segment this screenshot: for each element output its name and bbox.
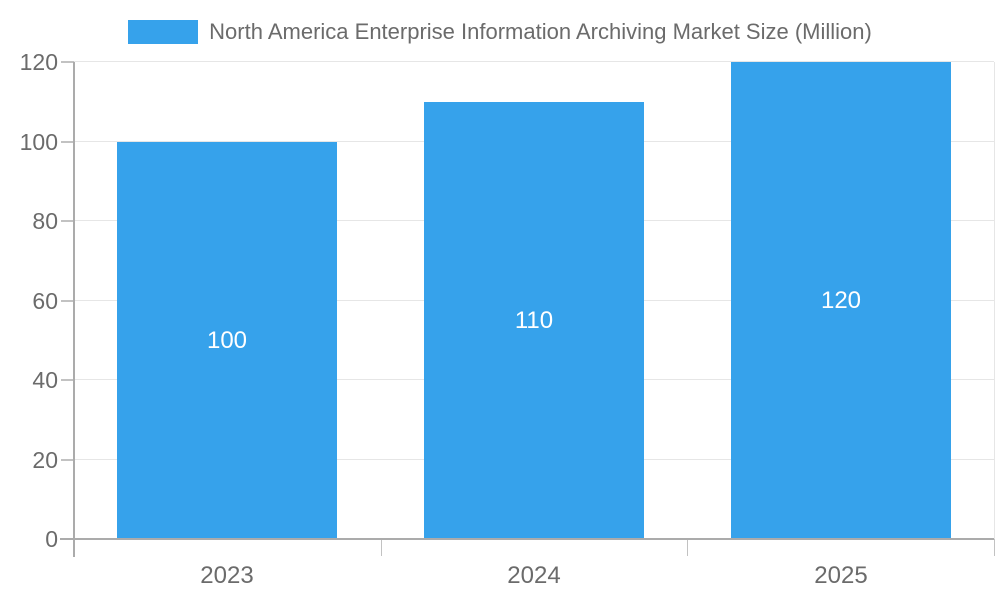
y-tick-label: 120 xyxy=(19,49,58,75)
x-tick-label: 2023 xyxy=(200,562,254,589)
y-tick-label: 80 xyxy=(32,208,58,234)
gridline xyxy=(74,61,994,62)
y-tick-mark xyxy=(61,459,74,461)
x-tick-label: 2024 xyxy=(507,562,561,589)
y-tick-label: 100 xyxy=(19,129,58,155)
bar-value-label: 120 xyxy=(820,287,862,314)
plot-right-border xyxy=(994,62,995,556)
bar[interactable] xyxy=(424,102,644,539)
category-tick xyxy=(687,539,688,556)
bar-value-label: 110 xyxy=(514,307,554,334)
y-axis-line xyxy=(73,62,75,557)
y-tick-label: 60 xyxy=(32,288,58,314)
y-tick-mark xyxy=(61,379,74,381)
y-tick-label: 20 xyxy=(32,447,58,473)
category-tick xyxy=(994,539,995,556)
y-tick-mark xyxy=(61,220,74,222)
bar[interactable] xyxy=(117,142,337,539)
y-tick-mark xyxy=(61,61,74,63)
y-tick-mark xyxy=(61,300,74,302)
x-tick-label: 2025 xyxy=(814,562,868,589)
legend-label[interactable]: North America Enterprise Information Arc… xyxy=(209,19,872,44)
y-tick-label: 40 xyxy=(32,367,58,393)
x-axis-line xyxy=(60,538,994,540)
bar-value-label: 100 xyxy=(206,327,248,354)
y-tick-mark xyxy=(61,141,74,143)
category-tick xyxy=(381,539,382,556)
legend-swatch[interactable] xyxy=(128,20,199,44)
bar[interactable] xyxy=(731,62,951,539)
y-tick-label: 0 xyxy=(45,526,58,552)
legend[interactable]: North America Enterprise Information Arc… xyxy=(0,18,1000,46)
